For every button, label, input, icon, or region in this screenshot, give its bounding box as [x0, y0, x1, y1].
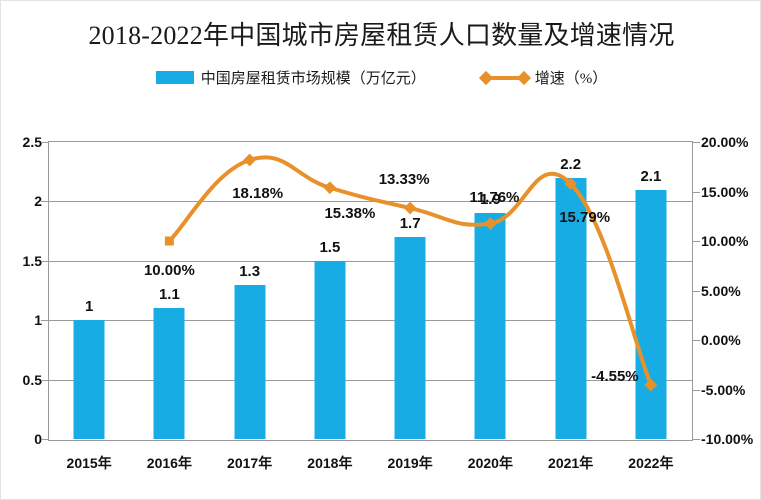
y-axis-left-tickmark: [41, 201, 48, 203]
x-axis-tick-label: 2020年: [467, 455, 513, 471]
y-axis-right-tickmark: [692, 389, 700, 391]
bar[interactable]: [635, 189, 667, 439]
y-axis-right-tick-label: 5.00%: [701, 282, 741, 299]
legend-label-line-series: 增速（%）: [534, 71, 608, 87]
line-value-label: -4.55%: [591, 368, 639, 386]
legend-item-line-series[interactable]: 增速（%）: [478, 67, 608, 88]
x-axis-tick-label: 2022年: [628, 455, 674, 471]
line-value-label: 10.00%: [143, 262, 195, 279]
y-axis-left-tickmark: [41, 439, 48, 440]
bar-value-label: 1.5: [319, 238, 341, 256]
gridline: [49, 320, 692, 322]
line-value-label: 11.76%: [469, 188, 520, 206]
y-axis-left-tickmark: [41, 260, 48, 262]
gridline: [49, 201, 692, 203]
y-axis-left-tickmark: [41, 320, 48, 322]
x-axis-tick-label: 2015年: [66, 455, 112, 471]
y-axis-right-tick-label: -5.00%: [701, 381, 746, 398]
y-axis-right-tickmark: [692, 439, 700, 440]
legend-item-bar-series[interactable]: 中国房屋租赁市场规模（万亿元）: [155, 67, 426, 88]
plot-area: [48, 141, 693, 441]
y-axis-left-tick-label: 0.5: [22, 371, 42, 388]
y-axis-right-tick-label: 0.00%: [701, 332, 741, 348]
bar-value-label: 2.1: [640, 167, 662, 185]
legend-swatch-bar-icon: [155, 71, 194, 84]
bar-value-label: 1.3: [239, 262, 261, 280]
bar[interactable]: [234, 284, 266, 439]
y-axis-right-tick-label: -10.00%: [701, 431, 754, 447]
bar-value-label: 2.2: [560, 155, 582, 173]
y-axis-left-tickmark: [41, 142, 48, 143]
line-value-label: 18.18%: [232, 185, 284, 203]
y-axis-right-tickmark: [692, 290, 700, 292]
y-axis-left-tick-label: 1.5: [22, 252, 42, 269]
y-axis-left-tickmark: [41, 379, 48, 381]
x-axis-tick-label: 2019年: [387, 455, 433, 471]
y-axis-right-tickmark: [692, 191, 700, 193]
legend-label-bar-series: 中国房屋租赁市场规模（万亿元）: [200, 71, 426, 87]
bar[interactable]: [314, 260, 346, 439]
y-axis-right-tick-label: 20.00%: [701, 134, 749, 150]
x-axis-tick-label: 2016年: [146, 455, 192, 471]
y-axis-left-tick-label: 1: [34, 312, 42, 329]
bar[interactable]: [73, 320, 105, 439]
y-axis-left-tick-label: 2.5: [22, 134, 42, 150]
y-axis-right-tickmark: [692, 241, 700, 242]
x-axis-tick-label: 2021年: [548, 455, 594, 471]
x-axis-tick-label: 2017年: [227, 455, 273, 471]
bar-value-label: 1.1: [158, 286, 180, 304]
legend-swatch-line-icon: [478, 70, 531, 85]
bar[interactable]: [394, 237, 426, 439]
line-value-label: 15.79%: [559, 208, 611, 226]
y-axis-right-tickmark: [692, 142, 700, 143]
line-value-label: 15.38%: [324, 204, 376, 222]
y-axis-left-tick-label: 0: [34, 431, 42, 447]
bar[interactable]: [474, 213, 506, 439]
line-value-label: 13.33%: [378, 171, 430, 189]
bar-value-label: 1.7: [399, 215, 421, 233]
x-axis-tick-label: 2018年: [307, 455, 353, 471]
bar[interactable]: [153, 308, 185, 439]
chart-title: 2018-2022年中国城市房屋租赁人口数量及增速情况: [88, 21, 675, 50]
y-axis-left-tick-label: 2: [34, 193, 42, 210]
chart-legend: 中国房屋租赁市场规模（万亿元） 增速（%）: [1, 67, 760, 88]
y-axis-right-tickmark: [692, 340, 700, 341]
y-axis-right-tick-label: 10.00%: [701, 233, 749, 249]
y-axis-right-tick-label: 15.00%: [701, 183, 749, 200]
bar-value-label: 1: [84, 298, 94, 316]
